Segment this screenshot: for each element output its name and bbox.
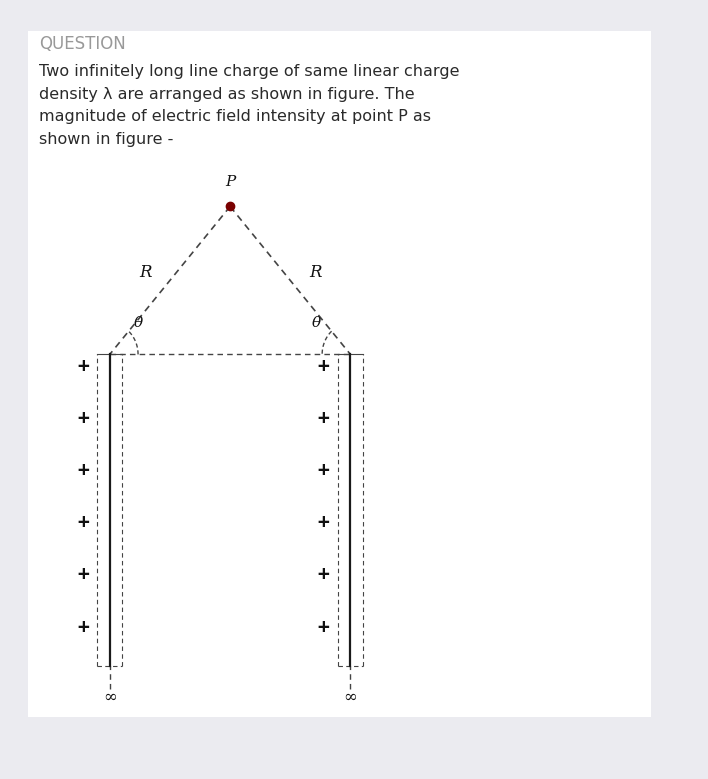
Text: +: + [318,566,329,584]
Text: +: + [77,409,88,428]
FancyBboxPatch shape [28,31,651,717]
Text: P: P [225,175,235,189]
Text: +: + [77,566,88,584]
Text: +: + [318,409,329,428]
Text: +: + [77,461,88,480]
Text: +: + [77,513,88,532]
Text: +: + [318,357,329,375]
Text: +: + [318,513,329,532]
Text: +: + [77,357,88,375]
Text: R: R [139,264,152,281]
Text: θ: θ [312,316,321,330]
Text: ∞: ∞ [103,689,117,706]
Text: ∞: ∞ [343,689,358,706]
Text: R: R [309,264,321,281]
Text: +: + [318,618,329,636]
Text: Two infinitely long line charge of same linear charge
density λ are arranged as : Two infinitely long line charge of same … [39,64,459,147]
Text: θ: θ [134,316,142,330]
Text: +: + [318,461,329,480]
Text: QUESTION: QUESTION [39,35,126,53]
Text: +: + [77,618,88,636]
